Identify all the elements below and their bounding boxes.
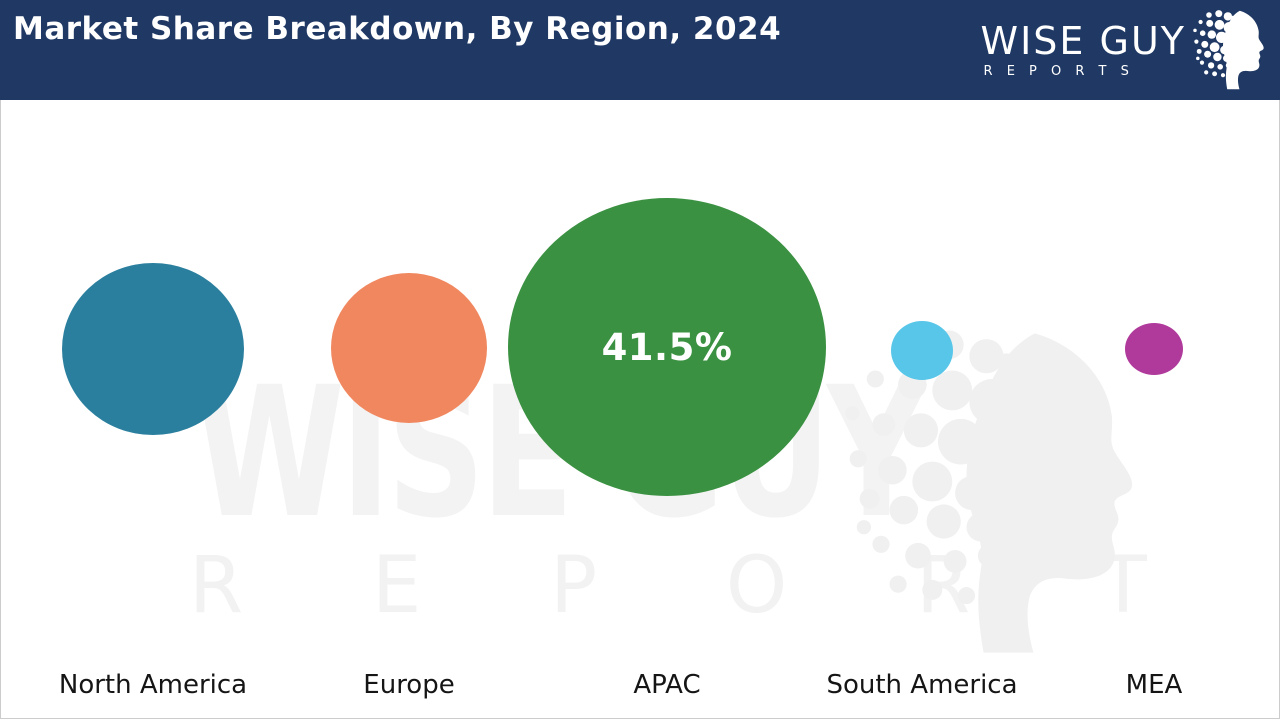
category-label-europe: Europe [363,670,455,700]
chart-title: Market Share Breakdown, By Region, 2024 [13,11,782,47]
brand-head-icon [1188,8,1272,92]
brand-logo: WISE GUY R E P O R T S [981,6,1272,94]
bubble-apac: 41.5% [508,198,826,496]
brand-subtitle-text: R E P O R T S [983,64,1134,79]
bubble-europe [331,273,487,423]
watermark-head-icon [819,322,1171,664]
watermark-brand-subtitle: R E P O R T S [189,541,1280,631]
bubble-mea [1125,323,1183,375]
brand-name-text: WISE GUY [980,19,1186,63]
brand-wordmark: WISE GUY R E P O R T S [981,21,1186,79]
bubble-south-america [891,320,953,380]
category-label-north-america: North America [58,670,248,700]
bubble-value-label: 41.5% [601,325,733,369]
category-label-mea: MEA [1125,670,1183,700]
header-bar: Market Share Breakdown, By Region, 2024 … [0,0,1280,100]
category-label-south-america: South America [826,670,1018,700]
category-label-apac: APAC [633,670,701,700]
bubble-north-america [62,263,244,435]
